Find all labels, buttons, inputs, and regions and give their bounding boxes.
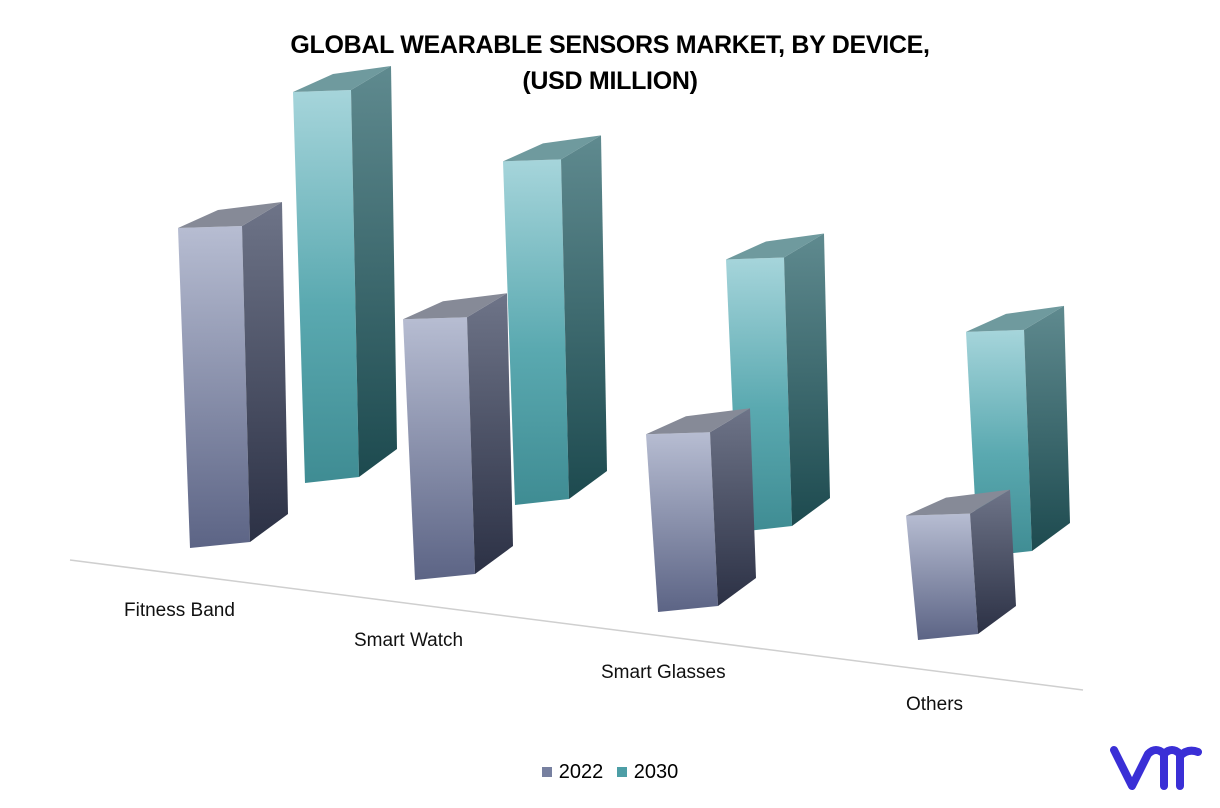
bar-front-2022-1 (403, 317, 475, 580)
bar-top-2022-3 (906, 489, 1010, 516)
bar-side-2022-1 (467, 293, 513, 574)
bar-front-2022-0 (178, 226, 250, 549)
bar-front-2030-1 (503, 159, 569, 505)
bar-side-2030-0 (351, 65, 397, 477)
category-label: Others (906, 694, 963, 715)
category-label: Fitness Band (124, 600, 235, 621)
bar-side-2022-0 (242, 202, 288, 543)
chart-title-line-2: (USD MILLION) (522, 67, 698, 95)
bar-side-2022-2 (710, 408, 756, 606)
legend-item-2030: 2030 (616, 760, 679, 784)
bar-side-2030-3 (1024, 305, 1070, 551)
legend-item-2022: 2022 (541, 760, 604, 784)
x-axis-floor-line (69, 559, 1084, 691)
bar-front-2022-2 (646, 432, 718, 612)
bar-side-2030-1 (561, 135, 607, 499)
chart-title: GLOBAL WEARABLE SENSORS MARKET, BY DEVIC… (0, 27, 1220, 99)
bar-2030-1 (503, 135, 607, 505)
legend-label-2030: 2030 (633, 760, 679, 783)
bar-2022-2 (646, 408, 756, 612)
legend-swatch-2022 (541, 767, 552, 777)
bar-2030-0 (293, 65, 397, 483)
bar-top-2030-2 (726, 233, 824, 260)
vmr-logo (1110, 746, 1202, 790)
chart-legend: 2022 2030 (0, 760, 1220, 784)
chart-title-line-1: GLOBAL WEARABLE SENSORS MARKET, BY DEVIC… (290, 31, 930, 59)
bar-top-2022-2 (646, 408, 750, 435)
bar-2022-1 (403, 293, 513, 580)
bar-side-2030-2 (784, 233, 830, 526)
bar-top-2022-0 (178, 202, 282, 229)
bar-top-2030-3 (966, 305, 1064, 332)
legend-swatch-2030 (616, 767, 627, 777)
bar-2022-3 (906, 489, 1016, 640)
category-label: Smart Glasses (601, 662, 726, 683)
bar-top-2030-0 (293, 65, 391, 92)
category-label: Smart Watch (354, 630, 463, 651)
bar-front-2022-3 (906, 513, 978, 640)
bar-top-2030-1 (503, 135, 601, 162)
bar-front-2030-0 (293, 89, 359, 483)
legend-label-2022: 2022 (558, 760, 604, 783)
bar-2022-0 (178, 202, 288, 549)
bar-top-2022-1 (403, 293, 507, 320)
bar-side-2022-3 (970, 489, 1016, 634)
